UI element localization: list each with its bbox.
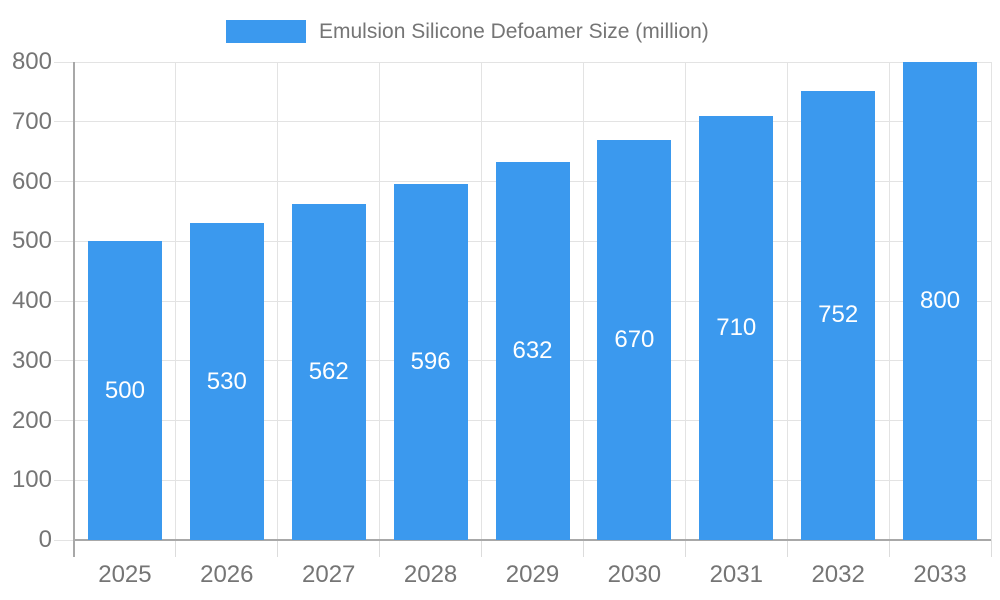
x-gridline [786, 62, 788, 540]
legend-label: Emulsion Silicone Defoamer Size (million… [319, 20, 709, 43]
x-axis-tick [990, 540, 992, 557]
legend-swatch [226, 20, 306, 43]
bar-value-label: 562 [308, 358, 349, 386]
y-axis-tick-label: 200 [11, 406, 52, 434]
x-axis-tick [481, 540, 483, 557]
y-axis-tick-label: 300 [11, 346, 52, 374]
x-gridline [175, 62, 177, 540]
x-axis-tick [582, 540, 584, 557]
bar[interactable] [903, 62, 978, 540]
y-gridline [54, 61, 991, 63]
y-axis-tick-label: 700 [11, 107, 52, 135]
bar-value-label: 670 [614, 325, 655, 353]
bar-value-label: 800 [920, 287, 961, 314]
y-axis-tick-label: 500 [11, 227, 52, 255]
bar[interactable] [597, 139, 672, 540]
bar[interactable] [291, 204, 366, 540]
x-axis-tick [379, 540, 381, 557]
x-axis-tick [175, 540, 177, 557]
x-gridline [379, 62, 381, 540]
bar[interactable] [801, 90, 876, 540]
x-axis-tick [684, 540, 686, 557]
x-gridline [277, 62, 279, 540]
y-axis-line [73, 62, 75, 557]
bar-value-label: 500 [104, 376, 145, 404]
x-axis-label: 2025 [98, 561, 152, 588]
y-gridline [54, 121, 991, 123]
x-gridline [888, 62, 890, 540]
x-axis-line [74, 539, 991, 541]
x-axis-label: 2031 [709, 561, 763, 588]
bar[interactable] [495, 162, 570, 540]
y-axis-tick-label: 800 [11, 48, 52, 75]
x-axis-tick [786, 540, 788, 557]
x-axis-label: 2026 [200, 561, 254, 588]
x-axis-label: 2027 [302, 561, 356, 588]
y-axis-tick-label: 600 [11, 167, 52, 195]
x-axis-label: 2033 [913, 561, 967, 588]
bar-value-label: 632 [512, 337, 553, 365]
bar-value-label: 530 [206, 367, 247, 395]
x-axis-label: 2030 [607, 561, 662, 588]
bar[interactable] [699, 115, 774, 540]
x-axis-label: 2029 [505, 561, 560, 588]
bar[interactable] [393, 183, 468, 540]
x-gridline [481, 62, 483, 540]
bar[interactable] [87, 241, 162, 540]
x-gridline [582, 62, 584, 540]
x-axis-tick [888, 540, 890, 557]
x-gridline [684, 62, 686, 540]
bar-value-label: 710 [716, 313, 757, 341]
x-axis-label: 2032 [811, 561, 865, 588]
legend[interactable]: Emulsion Silicone Defoamer Size (million… [226, 20, 709, 43]
bar[interactable] [189, 223, 264, 540]
y-axis-tick-label: 0 [38, 526, 52, 553]
y-axis-tick-label: 400 [11, 287, 52, 314]
bar-value-label: 596 [410, 347, 451, 375]
x-axis-tick [277, 540, 279, 557]
x-axis-label: 2028 [403, 561, 458, 588]
y-axis-tick-label: 100 [11, 466, 52, 494]
bar-value-label: 752 [818, 301, 859, 329]
x-gridline [990, 62, 992, 540]
